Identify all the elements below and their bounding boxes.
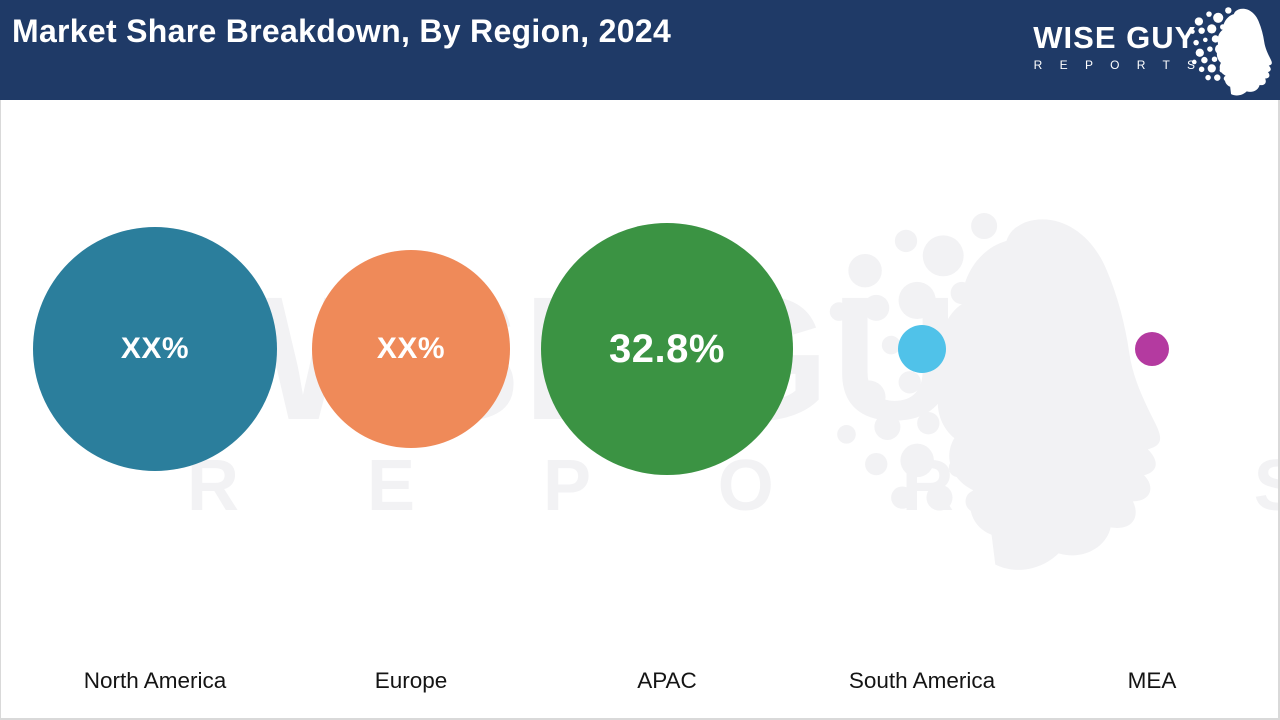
- brand-head-icon: [1190, 7, 1272, 96]
- brand-logo-text: WISE GUY R E P O R T S: [1028, 20, 1202, 72]
- bubble-chart: WISE GUY R E P O R T S XX%North AmericaX…: [0, 100, 1280, 720]
- brand-name: WISE GUY: [1033, 20, 1197, 55]
- bubble-value-apac: 32.8%: [609, 326, 725, 371]
- category-label-europe: Europe: [374, 668, 448, 693]
- bubble-south-america: [898, 325, 946, 373]
- bubble-north-america: XX%: [33, 227, 277, 471]
- bubble-apac: 32.8%: [541, 223, 793, 475]
- watermark-head-icon: [829, 213, 1161, 570]
- brand-subtitle: R E P O R T S: [1033, 57, 1202, 72]
- page-title: Market Share Breakdown, By Region, 2024: [12, 13, 672, 49]
- bubble-value-north-america: XX%: [120, 332, 190, 365]
- bubble-mea: [1135, 332, 1169, 366]
- category-label-mea: MEA: [1127, 668, 1177, 693]
- category-label-apac: APAC: [637, 668, 697, 693]
- category-label-north-america: North America: [83, 668, 227, 693]
- category-label-south-america: South America: [848, 668, 996, 693]
- bubble-europe: XX%: [312, 250, 510, 448]
- header-bar: Market Share Breakdown, By Region, 2024 …: [0, 0, 1280, 100]
- bubble-value-europe: XX%: [376, 332, 446, 365]
- brand-logo: WISE GUY R E P O R T S: [1028, 0, 1280, 96]
